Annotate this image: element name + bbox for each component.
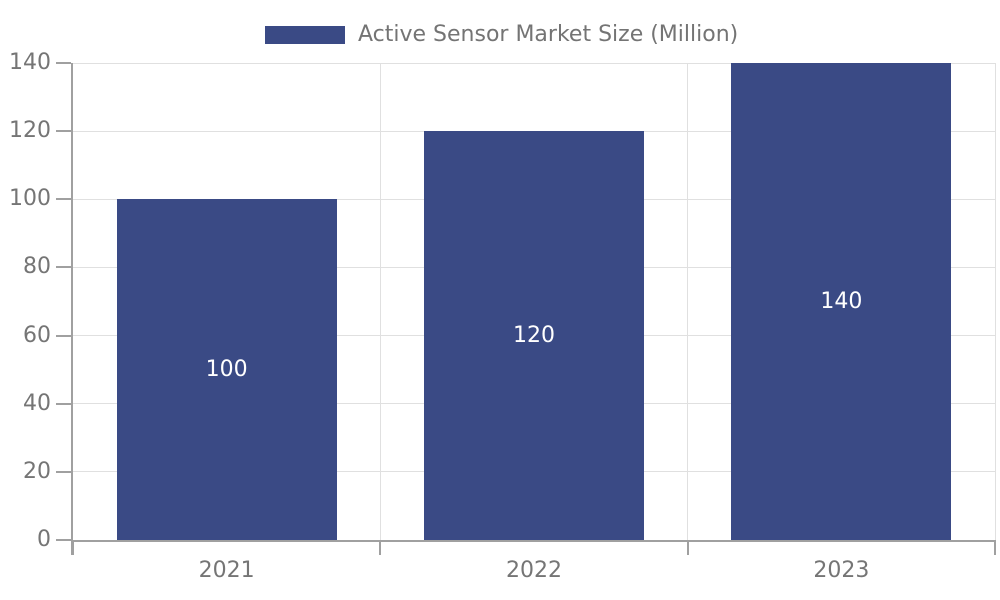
x-axis-line [73,540,995,542]
legend-label: Active Sensor Market Size (Million) [358,22,739,47]
bar-value-label: 100 [205,356,248,382]
y-axis-tick [56,266,71,269]
legend[interactable]: Active Sensor Market Size (Million) [265,22,738,47]
y-axis-tick [56,334,71,337]
y-axis-tick [56,470,71,473]
bar-value-label: 140 [820,288,863,314]
y-tick-label: 140 [9,50,51,75]
y-tick-label: 120 [9,118,51,144]
x-tick-label: 2022 [506,558,562,583]
y-axis-tick [56,402,71,405]
y-tick-label: 40 [23,390,51,416]
y-tick-label: 20 [23,458,51,484]
bar-value-label: 120 [513,322,555,348]
y-tick-label: 0 [37,527,51,552]
x-axis-tick [72,540,74,555]
v-gridline [687,63,689,540]
y-axis-tick [56,198,71,201]
bar[interactable] [424,131,644,540]
plot-area: 0 20 40 60 80 100 120 140 100 2021 120 2022 140 2023 [9,50,996,583]
v-gridline [379,63,381,540]
y-axis-tick [56,62,71,64]
x-tick-label: 2023 [813,558,870,583]
x-axis-tick [686,540,689,555]
y-tick-label: 60 [23,322,51,348]
y-axis-tick [56,130,71,133]
x-axis-tick [379,540,382,555]
v-gridline [994,63,996,540]
y-tick-label: 100 [9,186,51,212]
y-tick-label: 80 [23,254,51,280]
bar[interactable] [116,199,337,540]
legend-swatch [265,26,345,44]
y-axis-line [71,63,73,555]
x-axis-tick [994,540,996,555]
bar[interactable] [731,63,952,540]
h-gridline [73,62,995,64]
y-axis-tick [56,539,71,541]
x-tick-label: 2021 [198,558,255,583]
